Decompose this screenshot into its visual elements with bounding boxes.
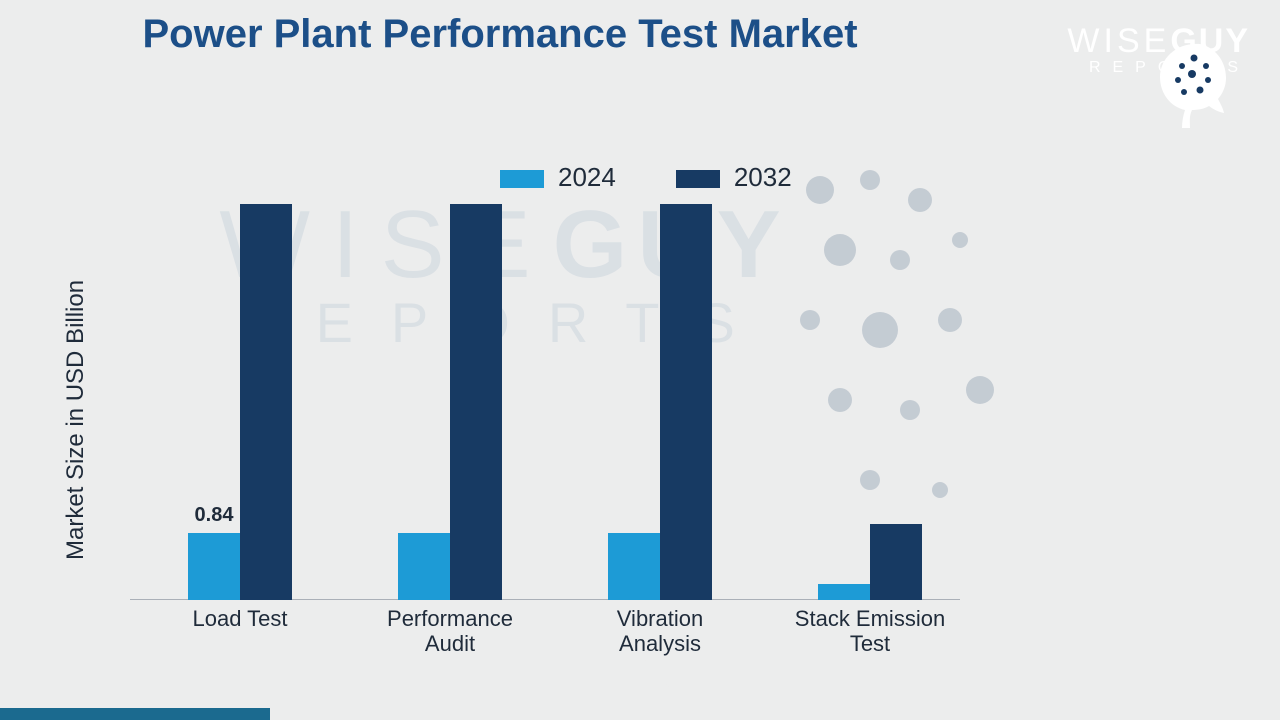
bar-series-b: [870, 524, 922, 600]
logo-head-icon: [1154, 40, 1232, 130]
bar-series-a: [818, 584, 870, 600]
legend-item-2032: 2032: [676, 162, 792, 193]
legend-label-b: 2032: [734, 162, 792, 192]
bar-group: Vibration Analysis: [580, 200, 740, 600]
bar-series-b: [660, 204, 712, 600]
bar-group: Performance Audit: [370, 200, 530, 600]
bar-series-b: [450, 204, 502, 600]
chart-title: Power Plant Performance Test Market: [120, 12, 880, 57]
canvas: WISEGUY REPORTS Power Plant Performance …: [0, 0, 1280, 720]
x-tick-label: Stack Emission Test: [785, 606, 955, 657]
x-tick-label: Vibration Analysis: [575, 606, 745, 657]
bar-group: Stack Emission Test: [790, 200, 950, 600]
legend-swatch-b: [676, 170, 720, 188]
legend: 2024 2032: [500, 162, 792, 193]
bar-series-b: [240, 204, 292, 600]
bottom-accent-strip: [0, 708, 270, 720]
plot-area: 0.84Load Test Performance Audit Vibration …: [130, 200, 960, 600]
bar-value-label: 0.84: [174, 504, 254, 527]
legend-item-2024: 2024: [500, 162, 616, 193]
bar-group: 0.84Load Test: [160, 200, 320, 600]
brand-logo: WISEGUY REPORTS: [1067, 22, 1250, 77]
legend-label-a: 2024: [558, 162, 616, 192]
y-axis-label: Market Size in USD Billion: [62, 280, 90, 560]
x-tick-label: Load Test: [155, 606, 325, 631]
legend-swatch-a: [500, 170, 544, 188]
bar-series-a: [188, 533, 240, 600]
x-tick-label: Performance Audit: [365, 606, 535, 657]
bar-series-a: [398, 533, 450, 600]
bar-series-a: [608, 533, 660, 600]
